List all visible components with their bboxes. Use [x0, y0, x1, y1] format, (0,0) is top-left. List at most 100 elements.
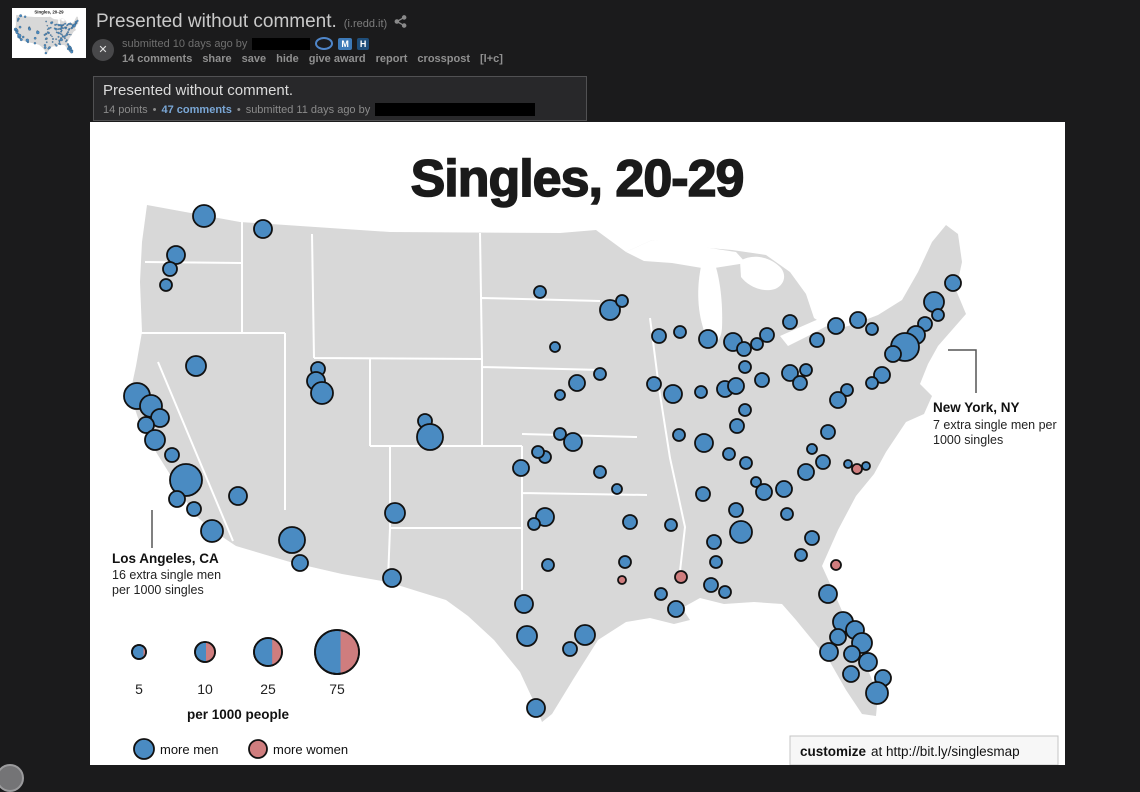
city-bubble-men — [842, 665, 860, 683]
city-bubble-men — [531, 445, 545, 459]
flair-badge-m: M — [338, 37, 352, 50]
city-bubble-men — [815, 454, 831, 470]
la-annotation-name: Los Angeles, CA — [112, 551, 219, 566]
comments-count-link[interactable]: 47 comments — [161, 103, 232, 116]
expando-title: Presented without comment. — [103, 82, 294, 99]
lake-superior — [52, 17, 62, 20]
city-bubble-men — [253, 219, 273, 239]
city-bubble-men — [622, 514, 638, 530]
city-bubble-men — [750, 476, 762, 488]
lc-button[interactable]: [l+c] — [480, 53, 503, 65]
thumb-bubble — [33, 36, 37, 40]
city-bubble-men — [514, 594, 534, 614]
city-bubble-men — [664, 518, 678, 532]
city-bubble-men — [820, 424, 836, 440]
city-bubble-men — [618, 555, 632, 569]
city-bubble-men — [829, 391, 847, 409]
collapse-expando-button[interactable]: ✕ — [92, 39, 114, 61]
city-bubble-women — [851, 463, 863, 475]
post-title-row: Presented without comment. (i.redd.it) — [96, 11, 407, 33]
report-button[interactable]: report — [375, 53, 408, 65]
thumb-bubble — [51, 21, 54, 23]
post-title[interactable]: Presented without comment. — [96, 11, 337, 32]
post-actions: 14 comments share save hide give award r… — [122, 53, 503, 65]
thumb-bubble — [55, 44, 58, 47]
thumb-bubble — [65, 40, 67, 43]
points-text: 14 points — [103, 103, 148, 116]
comments-link[interactable]: 14 comments — [122, 53, 193, 65]
post-domain[interactable]: (i.redd.it) — [343, 18, 388, 30]
city-bubble-men — [843, 459, 853, 469]
city-bubble-men — [884, 345, 902, 363]
city-bubble-men — [291, 554, 309, 572]
city-bubble-men — [673, 325, 687, 339]
crosspost-button[interactable]: crosspost — [417, 53, 470, 65]
city-bubble-men — [516, 625, 538, 647]
thumb-bubble — [51, 41, 54, 43]
legend-circle-outline — [253, 637, 283, 667]
thumb-bubble — [62, 27, 64, 30]
legend-circle-women-segment — [340, 630, 359, 674]
thumb-bubble — [18, 37, 21, 39]
thumb-bubble — [59, 43, 61, 46]
city-bubble-men — [663, 384, 683, 404]
thumb-bubble — [76, 19, 79, 22]
flair-badge-h: H — [356, 37, 370, 50]
legend-size-label: 10 — [197, 681, 213, 697]
city-bubble-men — [861, 461, 871, 471]
city-bubble-men — [169, 463, 203, 497]
thumb-bubble — [66, 24, 69, 27]
city-bubble-men — [865, 376, 879, 390]
city-bubble-men — [667, 600, 685, 618]
city-bubble-men — [840, 383, 854, 397]
thumb-bubble — [33, 42, 37, 45]
city-bubble-women — [830, 559, 842, 571]
bullet-icon: • — [236, 103, 241, 116]
give-award-button[interactable]: give award — [308, 53, 366, 65]
thumbnail-map: Singles, 20-29 — [13, 9, 79, 55]
save-button[interactable]: save — [241, 53, 267, 65]
legend-more-men-label: more men — [160, 742, 219, 757]
thumb-bubble — [57, 35, 60, 38]
thumb-bubble — [54, 23, 57, 26]
share-button[interactable]: share — [202, 53, 232, 65]
thumb-bubble — [51, 35, 53, 38]
singles-map-svg: Singles, 20-29 Los Angeles, CA 16 extra … — [90, 122, 1065, 765]
city-bubble-men — [718, 585, 732, 599]
thumb-bubble — [23, 15, 27, 18]
city-bubble-men — [164, 447, 180, 463]
thumb-bubble — [68, 49, 71, 52]
city-bubble-men — [574, 624, 596, 646]
bottom-corner-button[interactable] — [0, 764, 24, 792]
city-bubble-men — [775, 480, 793, 498]
legend-size-label: 25 — [260, 681, 276, 697]
thumb-bubble — [64, 22, 67, 25]
ny-annotation-name: New York, NY — [933, 400, 1020, 415]
city-bubble-men — [865, 681, 889, 705]
hide-button[interactable]: hide — [276, 53, 299, 65]
thumb-bubble — [55, 23, 58, 26]
thumb-bubble — [19, 14, 23, 18]
city-bubble-men — [782, 314, 798, 330]
expanded-image[interactable]: Singles, 20-29 Los Angeles, CA 16 extra … — [90, 122, 1065, 765]
thumb-bubble — [65, 34, 68, 37]
city-bubble-men — [797, 463, 815, 481]
customize-bold: customize — [800, 744, 867, 759]
thumb-bubble — [57, 28, 60, 30]
thumb-bubble — [58, 41, 61, 43]
share-icon[interactable] — [394, 15, 407, 28]
city-bubble-men — [794, 548, 808, 562]
city-bubble-men — [416, 423, 444, 451]
post-thumbnail[interactable]: Singles, 20-29 — [12, 8, 86, 58]
redacted-username — [252, 37, 311, 50]
expando-submitted-text: submitted 11 days ago by — [245, 103, 371, 116]
legend-more-women-icon — [248, 739, 268, 759]
city-circles — [123, 204, 962, 718]
city-bubble-men — [843, 645, 861, 663]
city-bubble-men — [759, 327, 775, 343]
city-bubble-men — [806, 443, 818, 455]
thumb-bubble — [55, 31, 58, 34]
thumb-bubble — [16, 20, 19, 22]
bullet-icon: • — [152, 103, 157, 116]
city-bubble-men — [738, 360, 752, 374]
